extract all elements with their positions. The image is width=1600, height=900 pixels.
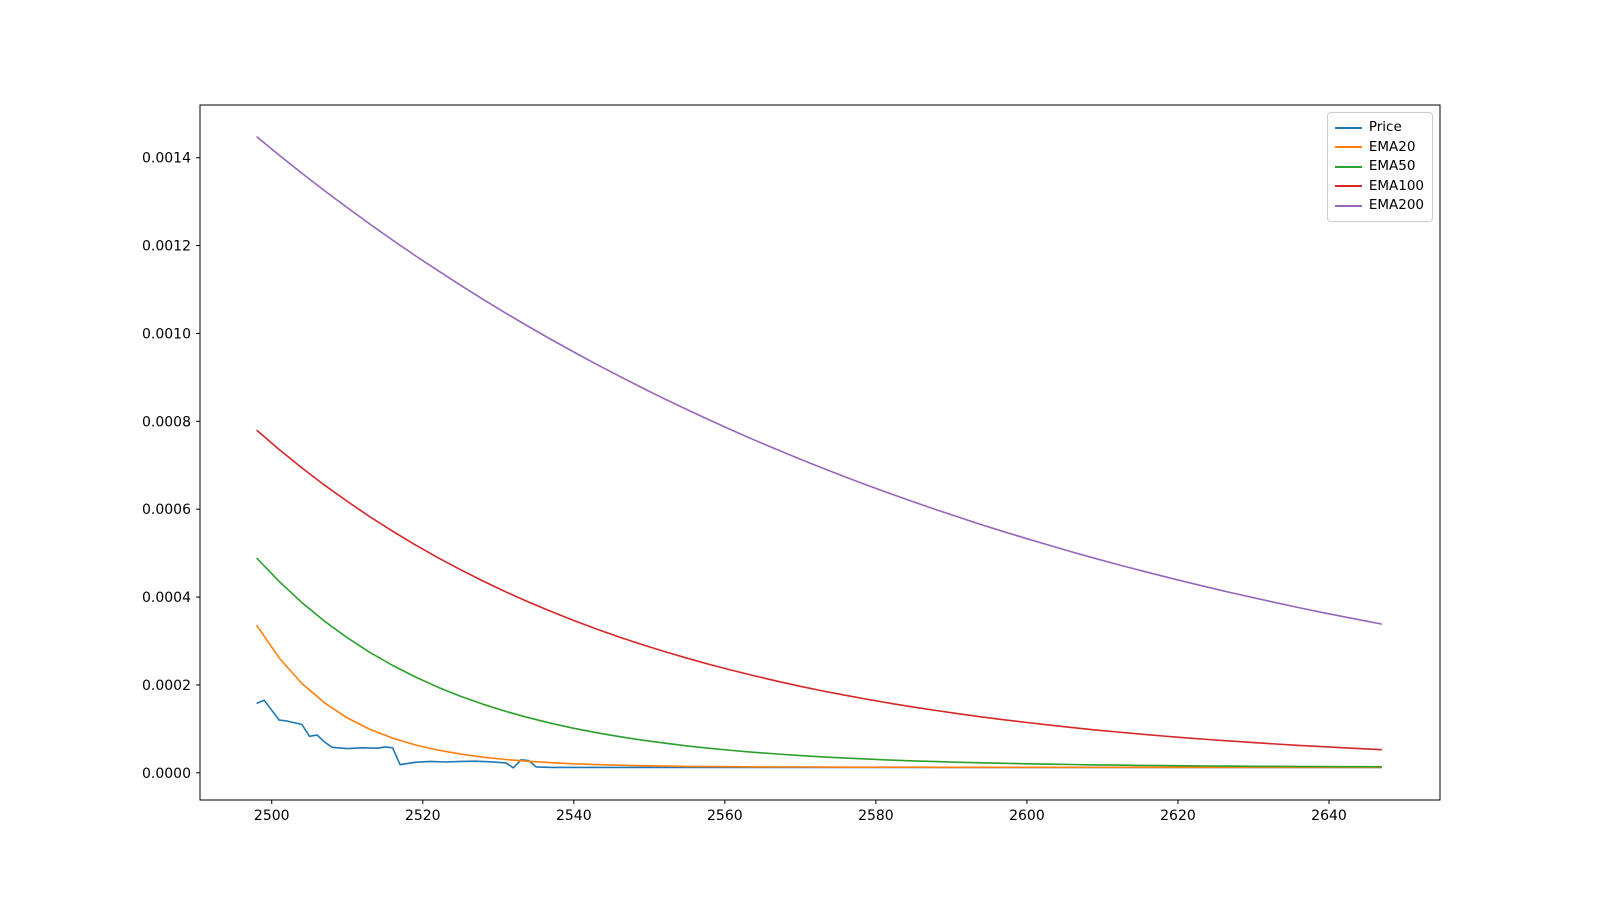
legend-line-swatch [1334,185,1362,188]
x-tick-label: 2560 [707,808,743,824]
axes-spines [199,104,1441,801]
legend-label: EMA200 [1368,197,1424,213]
legend-item-ema50: EMA50 [1334,157,1424,177]
x-tick-label: 2520 [405,808,441,824]
y-tick-label: 0.0002 [142,678,191,694]
y-tick-label: 0.0006 [142,502,191,518]
series-line-ema50 [256,557,1382,768]
legend: Price EMA20 EMA50 EMA100 EMA200 [1326,112,1433,222]
y-tick-label: 0.0000 [142,766,191,782]
x-tick-label: 2600 [1009,808,1045,824]
legend-label: EMA20 [1368,138,1416,155]
legend-label: EMA100 [1368,177,1424,194]
series-line-ema100 [256,429,1382,751]
series-line-ema20 [255,624,1382,769]
legend-line-swatch [1334,165,1362,168]
legend-item-price: Price [1334,118,1424,138]
legend-item-ema200: EMA200 [1334,196,1424,216]
x-tick-label: 2540 [556,808,592,824]
legend-line-swatch [1334,204,1362,207]
legend-label: Price [1368,119,1402,135]
y-tick-label: 0.0004 [142,590,191,606]
y-tick-label: 0.0014 [142,151,191,167]
legend-line-swatch [1334,126,1362,129]
legend-label: EMA50 [1368,158,1416,174]
x-tick-label: 2580 [858,808,894,824]
series-line-ema200 [256,135,1383,625]
x-tick-label: 2500 [254,808,290,824]
y-tick-label: 0.0010 [142,326,191,342]
legend-line-swatch [1334,146,1362,149]
x-tick-label: 2620 [1160,808,1196,824]
series-line-price [256,699,1382,769]
y-tick-label: 0.0008 [142,414,191,430]
y-tick-label: 0.0012 [142,239,191,255]
legend-item-ema100: EMA100 [1334,177,1424,197]
x-tick-label: 2640 [1311,808,1347,824]
legend-item-ema20: EMA20 [1334,138,1424,158]
